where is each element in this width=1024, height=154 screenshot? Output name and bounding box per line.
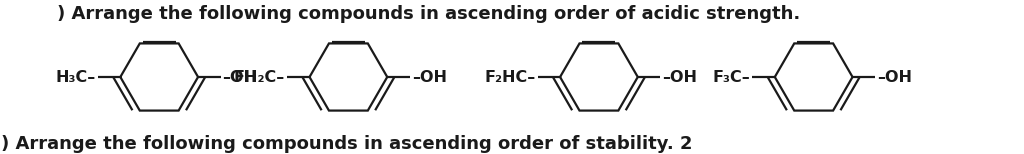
Text: –OH: –OH	[222, 69, 258, 85]
Text: –OH: –OH	[878, 69, 912, 85]
Text: ) Arrange the following compounds in ascending order of stability. 2: ) Arrange the following compounds in asc…	[1, 135, 692, 153]
Text: –OH: –OH	[663, 69, 697, 85]
Text: ) Arrange the following compounds in ascending order of acidic strength.: ) Arrange the following compounds in asc…	[57, 5, 800, 23]
Text: –OH: –OH	[412, 69, 446, 85]
Text: F₂HC–: F₂HC–	[484, 69, 536, 85]
Text: F₃C–: F₃C–	[713, 69, 751, 85]
Text: H₃C–: H₃C–	[55, 69, 96, 85]
Text: FH₂C–: FH₂C–	[233, 69, 285, 85]
